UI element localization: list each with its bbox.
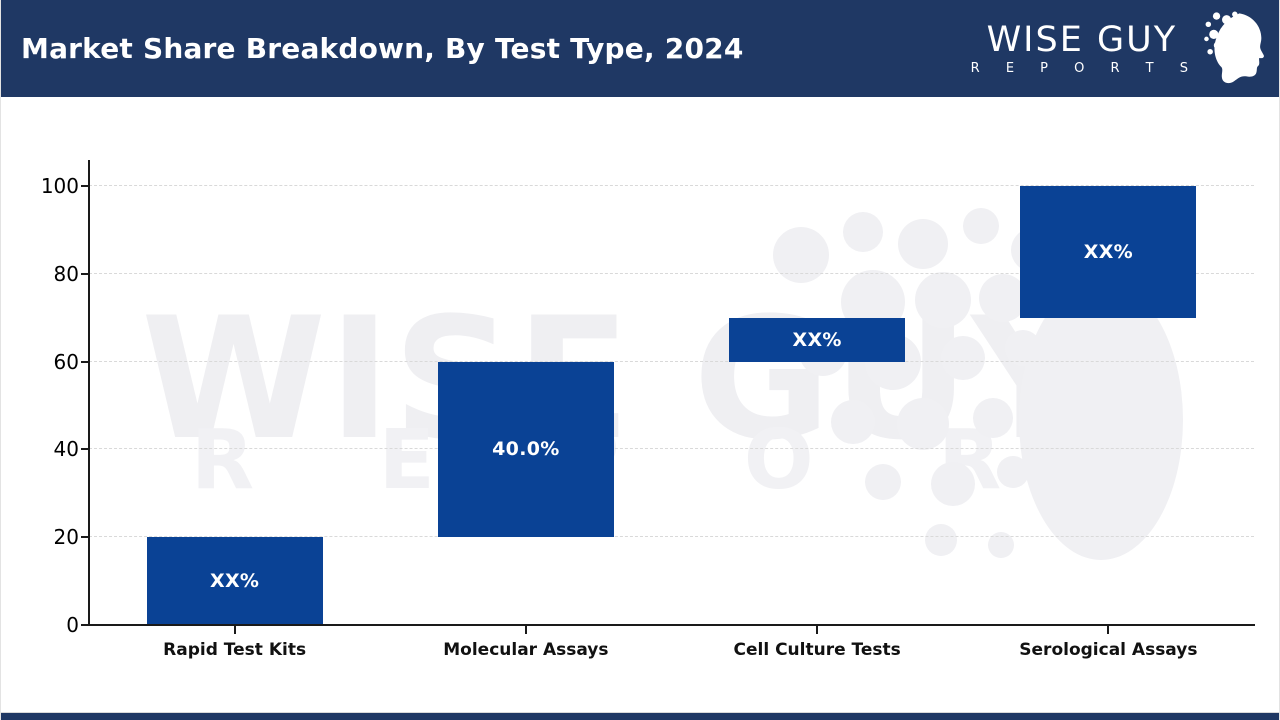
y-tick-label: 100 [40, 174, 79, 198]
y-tick [81, 536, 89, 539]
y-tick-label: 80 [53, 261, 79, 286]
y-tick [81, 448, 89, 451]
gridline [89, 448, 1254, 450]
wise-guy-logo: WISE GUY R E P O R T S [965, 9, 1265, 89]
x-tick [816, 625, 819, 634]
gridline [89, 185, 1254, 186]
logo-text: WISE GUY R E P O R T S [965, 19, 1199, 76]
y-tick-label: 20 [53, 525, 79, 550]
y-tick-label: 0 [66, 613, 79, 637]
x-tick [524, 625, 527, 634]
header-bar: Market Share Breakdown, By Test Type, 20… [1, 0, 1279, 97]
bar-value-label: 40.0% [492, 438, 560, 461]
x-axis [88, 624, 1255, 626]
page-title: Market Share Breakdown, By Test Type, 20… [21, 32, 744, 65]
logo-wordmark: WISE GUY [986, 19, 1178, 60]
y-tick-label: 40 [53, 437, 79, 462]
bar-cell-culture-tests: XX% [729, 317, 906, 362]
x-tick [1107, 625, 1110, 634]
y-tick-label: 60 [53, 349, 79, 374]
y-tick [81, 272, 89, 275]
y-tick [81, 185, 89, 187]
bar-serological-assays: XX% [1020, 186, 1197, 318]
bar-value-label: XX% [792, 328, 842, 351]
gridline [89, 360, 1254, 362]
y-axis [88, 160, 90, 626]
gridline [89, 536, 1254, 538]
category-label: Molecular Assays [443, 640, 609, 660]
bar-molecular-assays: 40.0% [437, 361, 614, 538]
bar-rapid-test-kits: XX% [146, 537, 323, 625]
footer-bar [1, 712, 1279, 720]
gridline [89, 272, 1254, 274]
category-label: Cell Culture Tests [733, 640, 901, 660]
y-tick [81, 360, 89, 363]
x-tick [233, 625, 236, 634]
category-label: Rapid Test Kits [163, 640, 307, 660]
category-label: Serological Assays [1019, 640, 1198, 660]
bar-value-label: XX% [210, 570, 260, 593]
y-tick [81, 624, 89, 626]
logo-face-icon [1204, 11, 1264, 83]
logo-subtitle: R E P O R T S [970, 60, 1199, 76]
bar-value-label: XX% [1083, 240, 1133, 263]
